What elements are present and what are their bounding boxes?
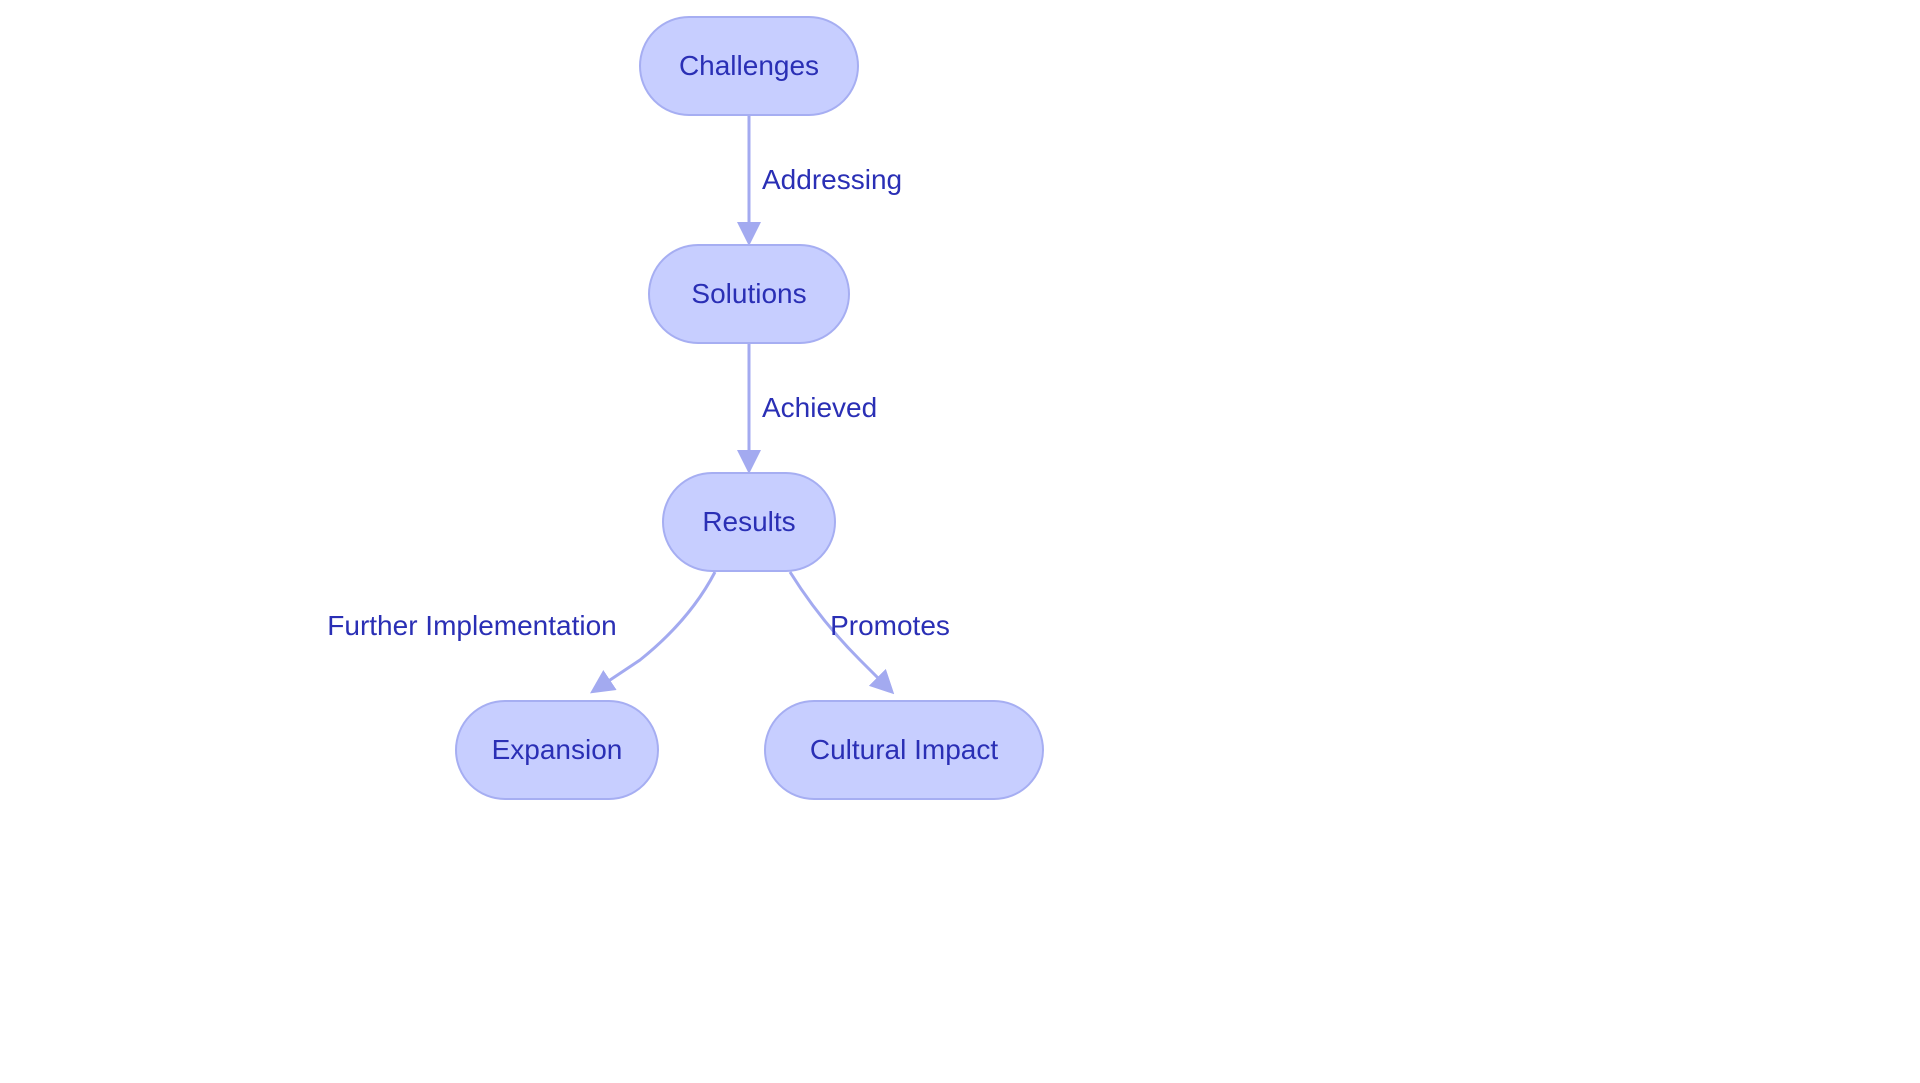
flowchart-canvas: Challenges Solutions Results Expansion C… <box>0 0 1920 1083</box>
edge-label-promotes: Promotes <box>830 610 950 642</box>
node-cultural-impact: Cultural Impact <box>764 700 1044 800</box>
node-label: Expansion <box>492 734 623 766</box>
node-label: Solutions <box>691 278 806 310</box>
node-expansion: Expansion <box>455 700 659 800</box>
node-label: Cultural Impact <box>810 734 998 766</box>
node-solutions: Solutions <box>648 244 850 344</box>
node-results: Results <box>662 472 836 572</box>
edge-label-addressing: Addressing <box>762 164 902 196</box>
edges-layer <box>0 0 1920 1083</box>
edge-label-further-implementation: Further Implementation <box>327 610 616 642</box>
node-challenges: Challenges <box>639 16 859 116</box>
edge-label-achieved: Achieved <box>762 392 877 424</box>
node-label: Results <box>702 506 795 538</box>
node-label: Challenges <box>679 50 819 82</box>
